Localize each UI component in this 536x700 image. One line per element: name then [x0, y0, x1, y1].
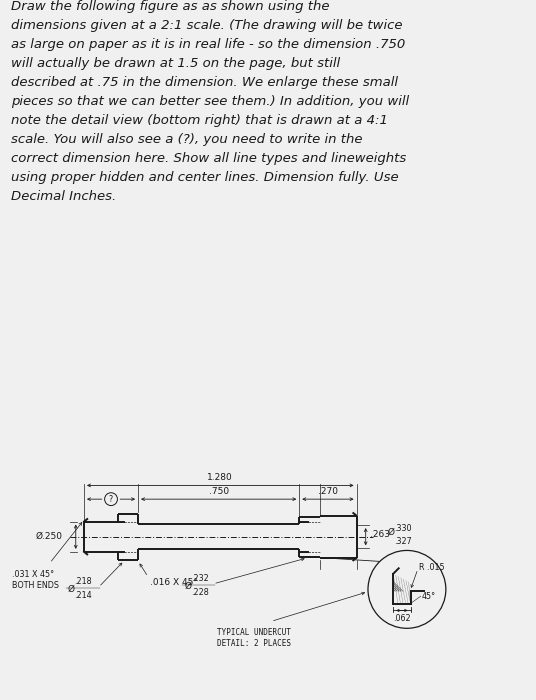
Text: .062: .062	[393, 614, 411, 623]
Text: Ø: Ø	[68, 585, 75, 594]
Text: .330: .330	[394, 524, 412, 533]
Text: Draw the following figure as as shown using the
dimensions given at a 2:1 scale.: Draw the following figure as as shown us…	[11, 0, 409, 203]
Text: .016 X 45°: .016 X 45°	[150, 578, 198, 587]
Text: .228: .228	[191, 587, 209, 596]
Text: Ø: Ø	[388, 528, 394, 537]
Text: R .015: R .015	[419, 563, 444, 572]
Text: Ø: Ø	[185, 582, 192, 591]
Text: .750: .750	[209, 487, 229, 496]
Text: .214: .214	[74, 591, 92, 600]
Text: TYPICAL UNDERCUT
DETAIL: 2 PLACES: TYPICAL UNDERCUT DETAIL: 2 PLACES	[217, 629, 291, 648]
Text: .263: .263	[370, 530, 390, 539]
Text: .232: .232	[191, 574, 209, 583]
Text: .031 X 45°
BOTH ENDS: .031 X 45° BOTH ENDS	[12, 570, 58, 590]
Text: 1.280: 1.280	[207, 473, 233, 482]
Text: .270: .270	[318, 487, 338, 496]
Text: 45°: 45°	[422, 592, 436, 601]
Text: .218: .218	[74, 578, 92, 586]
Text: ?: ?	[109, 495, 113, 504]
Text: .327: .327	[394, 537, 412, 546]
Text: Ø.250: Ø.250	[36, 532, 63, 541]
